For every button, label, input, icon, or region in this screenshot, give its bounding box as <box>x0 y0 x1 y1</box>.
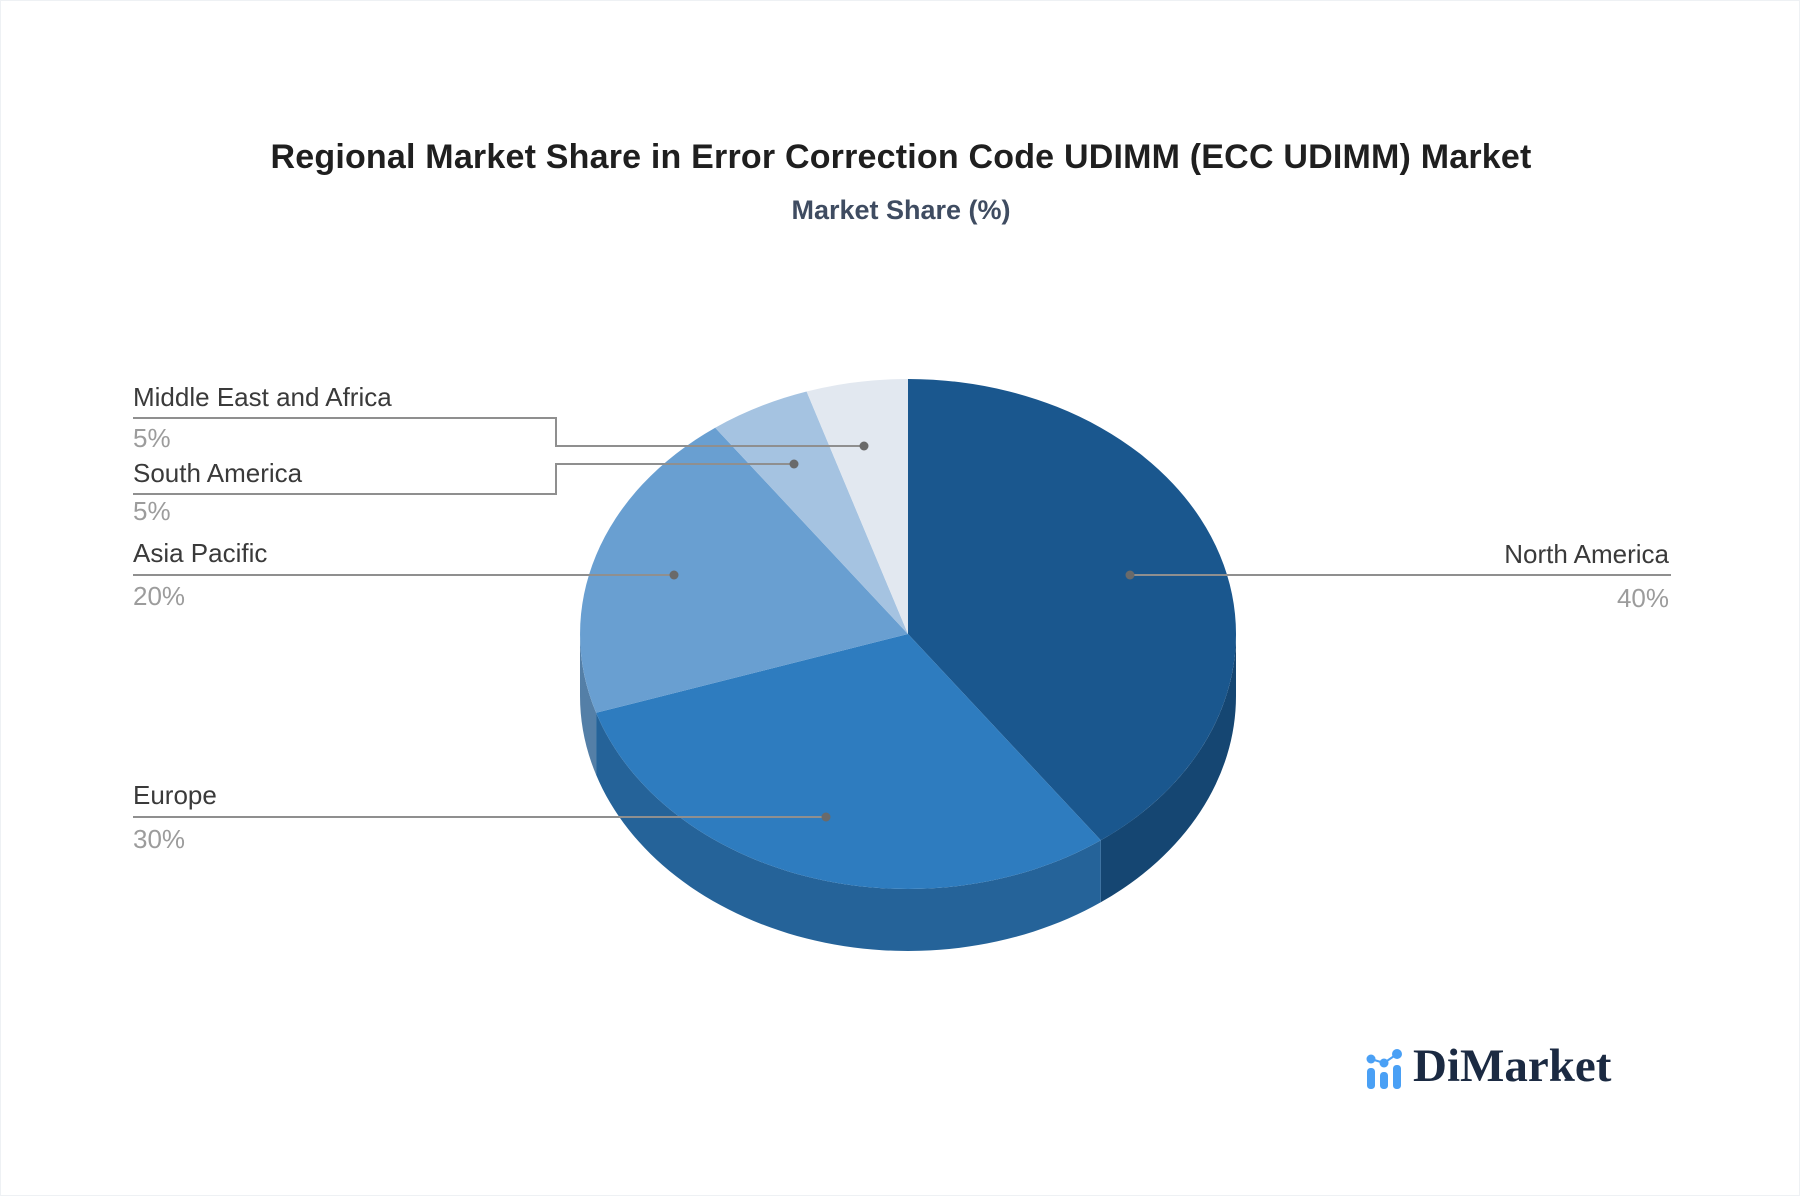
region-label-asia-pacific: Asia Pacific <box>133 538 268 568</box>
leader-line-middle-east-and-africa <box>133 417 864 447</box>
pie-slice-middle-east-and-africa <box>806 379 908 634</box>
leader-dot-asia-pacific <box>669 570 679 580</box>
pie-slice-south-america <box>715 391 908 634</box>
pie-slice-side-asia-pacific <box>580 634 597 775</box>
pie-slice-side-europe <box>596 712 1101 951</box>
leader-dot-south-america <box>789 459 799 469</box>
region-value-south-america: 5% <box>133 496 171 526</box>
region-value-north-america: 40% <box>1616 583 1669 613</box>
region-label-north-america: North America <box>1504 539 1669 569</box>
leader-dot-europe <box>821 812 831 822</box>
chart-title: Regional Market Share in Error Correctio… <box>270 138 1532 176</box>
chart-subtitle: Market Share (%) <box>791 195 1011 225</box>
pie-slice-north-america <box>908 379 1237 841</box>
region-label-south-america: South America <box>133 458 303 488</box>
region-label-europe: Europe <box>133 780 217 810</box>
pie-slice-europe <box>596 634 1101 889</box>
bar-chart-logo-icon <box>1366 1049 1402 1089</box>
pie-slice-asia-pacific <box>580 427 908 713</box>
region-value-asia-pacific: 20% <box>133 581 186 611</box>
region-label-middle-east-and-africa: Middle East and Africa <box>133 382 392 412</box>
leader-dot-middle-east-and-africa <box>859 441 869 451</box>
leader-dot-north-america <box>1125 570 1135 580</box>
brand-name: DiMarket <box>1413 1040 1612 1092</box>
region-value-middle-east-and-africa: 5% <box>133 423 171 453</box>
region-value-europe: 30% <box>133 824 186 854</box>
leader-line-south-america <box>133 463 794 495</box>
pie-slice-side-north-america <box>1100 634 1236 903</box>
